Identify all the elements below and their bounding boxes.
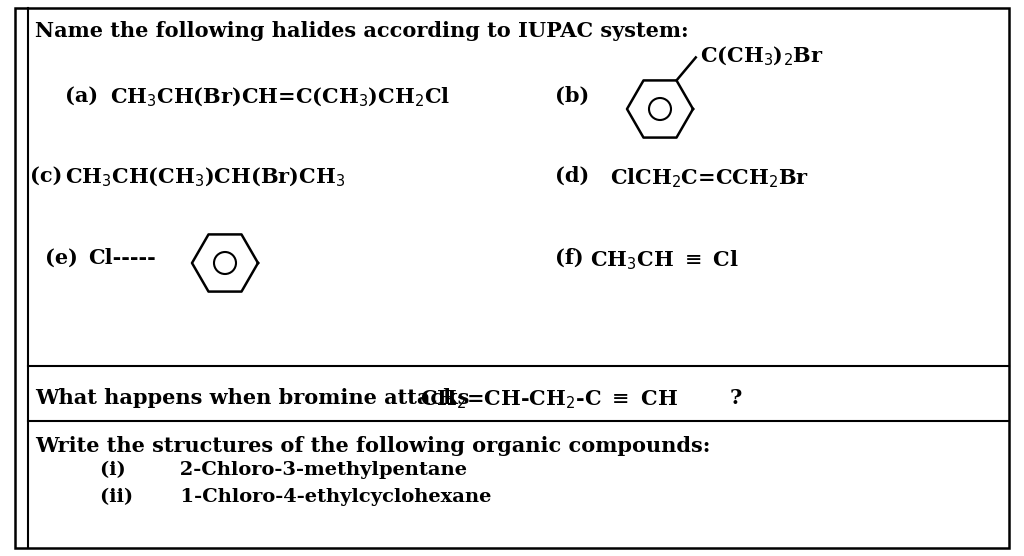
Text: Write the structures of the following organic compounds:: Write the structures of the following or… — [35, 436, 711, 456]
Circle shape — [649, 98, 671, 120]
Text: (f): (f) — [555, 248, 584, 268]
Text: CH$_3$CH $\equiv$ Cl: CH$_3$CH $\equiv$ Cl — [590, 248, 739, 271]
Text: CH$_2$=CH-CH$_2$-C $\equiv$ CH: CH$_2$=CH-CH$_2$-C $\equiv$ CH — [420, 388, 678, 410]
Circle shape — [214, 252, 236, 274]
Text: ?: ? — [730, 388, 742, 408]
Text: C(CH$_3$)$_2$Br: C(CH$_3$)$_2$Br — [700, 45, 824, 68]
Text: (ii)       1-Chloro-4-ethylcyclohexane: (ii) 1-Chloro-4-ethylcyclohexane — [100, 488, 492, 507]
Text: (i)        2-Chloro-3-methylpentane: (i) 2-Chloro-3-methylpentane — [100, 461, 467, 479]
Text: Cl-----: Cl----- — [88, 248, 156, 268]
Text: CH$_3$CH(Br)CH=C(CH$_3$)CH$_2$Cl: CH$_3$CH(Br)CH=C(CH$_3$)CH$_2$Cl — [110, 86, 451, 109]
Text: (a): (a) — [65, 86, 98, 106]
Text: (b): (b) — [555, 86, 589, 106]
Text: What happens when bromine attacks: What happens when bromine attacks — [35, 388, 469, 408]
Text: (d): (d) — [555, 166, 589, 186]
Text: CH$_3$CH(CH$_3$)CH(Br)CH$_3$: CH$_3$CH(CH$_3$)CH(Br)CH$_3$ — [65, 166, 345, 189]
Text: (c): (c) — [30, 166, 62, 186]
Text: Name the following halides according to IUPAC system:: Name the following halides according to … — [35, 21, 688, 41]
Text: (e): (e) — [45, 248, 78, 268]
Text: ClCH$_2$C=CCH$_2$Br: ClCH$_2$C=CCH$_2$Br — [610, 166, 809, 190]
